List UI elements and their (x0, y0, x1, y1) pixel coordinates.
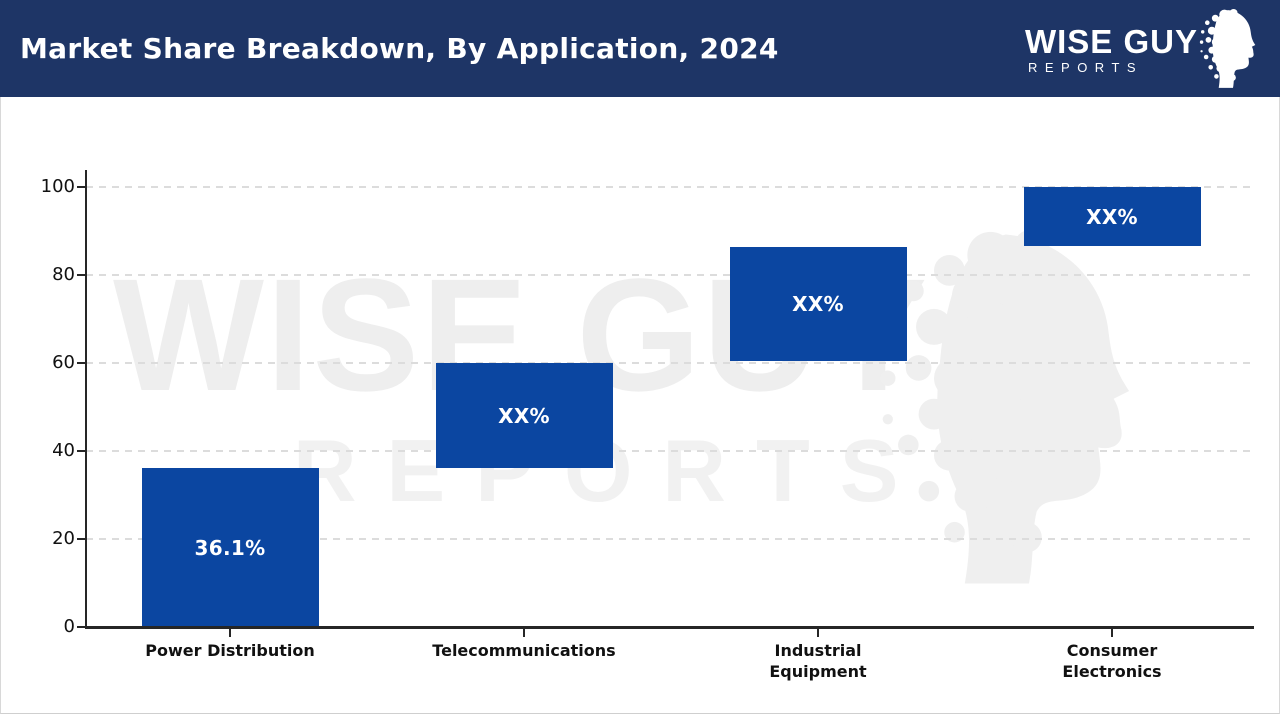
brand-logo: WISE GUY REPORTS (1025, 8, 1264, 90)
y-tick-mark (77, 538, 85, 540)
category-label-line: Power Distribution (145, 641, 315, 660)
x-tick-mark (523, 629, 525, 637)
x-axis-line (84, 626, 1254, 629)
x-tick-mark (1111, 629, 1113, 637)
brand-head-icon (1194, 9, 1264, 89)
header: Market Share Breakdown, By Application, … (0, 0, 1280, 97)
y-tick-label: 60 (52, 352, 75, 373)
gridline (86, 186, 1254, 188)
gridline (86, 362, 1254, 364)
y-tick-mark (77, 450, 85, 452)
bar-value-label: XX% (1086, 204, 1138, 229)
category-label: Consumer Electronics (1002, 640, 1222, 682)
y-tick-label: 40 (52, 440, 75, 461)
y-tick-mark (77, 626, 85, 628)
category-label: Power Distribution (120, 640, 340, 661)
category-label-line: Industrial (774, 641, 862, 660)
gridline (86, 274, 1254, 276)
page-title: Market Share Breakdown, By Application, … (20, 32, 779, 65)
category-label: Industrial Equipment (708, 640, 928, 682)
y-tick-label: 80 (52, 264, 75, 285)
y-tick-label: 0 (63, 616, 75, 637)
y-tick-label: 100 (40, 176, 75, 197)
y-tick-mark (77, 362, 85, 364)
category-label: Telecommunications (414, 640, 634, 661)
category-label-line: Electronics (1062, 662, 1162, 681)
gridline (86, 538, 1254, 540)
x-tick-mark (229, 629, 231, 637)
y-axis-line (84, 170, 87, 629)
bar-2: XX% (729, 246, 907, 361)
category-label-line: Telecommunications (432, 641, 616, 660)
x-tick-mark (817, 629, 819, 637)
category-label-line: Consumer (1066, 641, 1158, 660)
y-tick-label: 20 (52, 528, 75, 549)
bar-1: XX% (435, 363, 613, 469)
bar-value-label: 36.1% (194, 535, 266, 560)
brand-name: WISE GUY (1024, 22, 1198, 60)
brand-subtitle: REPORTS (1027, 59, 1144, 75)
gridline (86, 450, 1254, 452)
chart-area: WISE GUY REPORTS 0 20 40 60 80 100 36.1% Power … (0, 97, 1280, 714)
y-tick-mark (77, 274, 85, 276)
bar-value-label: XX% (792, 291, 844, 316)
bar-0: 36.1% (141, 468, 319, 627)
y-tick-mark (77, 186, 85, 188)
bar-3: XX% (1023, 187, 1201, 247)
brand-text: WISE GUY REPORTS (1025, 25, 1198, 74)
category-label-line: Equipment (769, 662, 867, 681)
bar-value-label: XX% (498, 403, 550, 428)
